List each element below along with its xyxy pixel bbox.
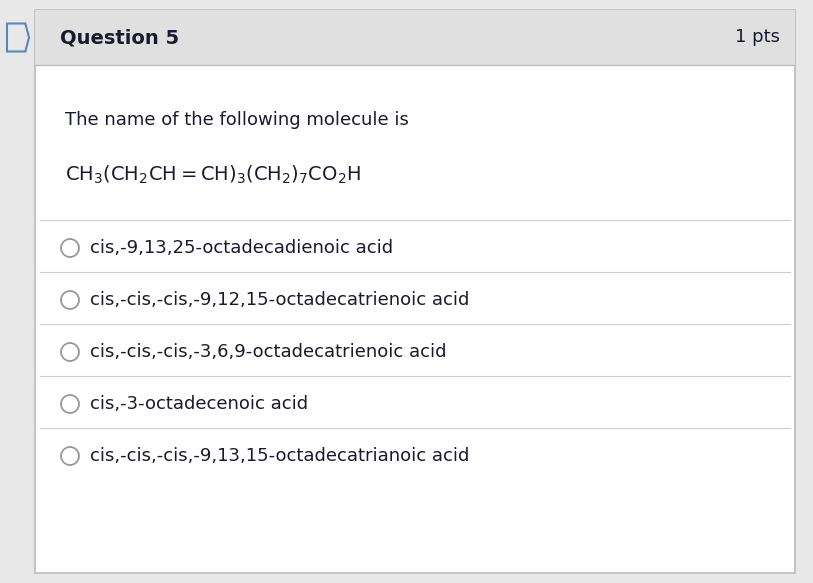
Circle shape (61, 239, 79, 257)
Circle shape (61, 343, 79, 361)
Circle shape (61, 447, 79, 465)
Text: cis,-3-octadecenoic acid: cis,-3-octadecenoic acid (90, 395, 308, 413)
FancyBboxPatch shape (35, 10, 795, 573)
Circle shape (61, 395, 79, 413)
Text: 1 pts: 1 pts (735, 29, 780, 47)
Text: $\mathregular{CH_3(CH_2CH{=}CH)_3(CH_2)_7CO_2H}$: $\mathregular{CH_3(CH_2CH{=}CH)_3(CH_2)_… (65, 164, 361, 186)
Circle shape (61, 291, 79, 309)
Text: cis,-cis,-cis,-9,13,15-octadecatrianoic acid: cis,-cis,-cis,-9,13,15-octadecatrianoic … (90, 447, 469, 465)
Text: cis,-9,13,25-octadecadienoic acid: cis,-9,13,25-octadecadienoic acid (90, 239, 393, 257)
Text: The name of the following molecule is: The name of the following molecule is (65, 111, 409, 129)
Text: cis,-cis,-cis,-9,12,15-octadecatrienoic acid: cis,-cis,-cis,-9,12,15-octadecatrienoic … (90, 291, 469, 309)
Text: cis,-cis,-cis,-3,6,9-octadecatrienoic acid: cis,-cis,-cis,-3,6,9-octadecatrienoic ac… (90, 343, 446, 361)
Text: Question 5: Question 5 (60, 28, 179, 47)
FancyBboxPatch shape (35, 10, 795, 65)
